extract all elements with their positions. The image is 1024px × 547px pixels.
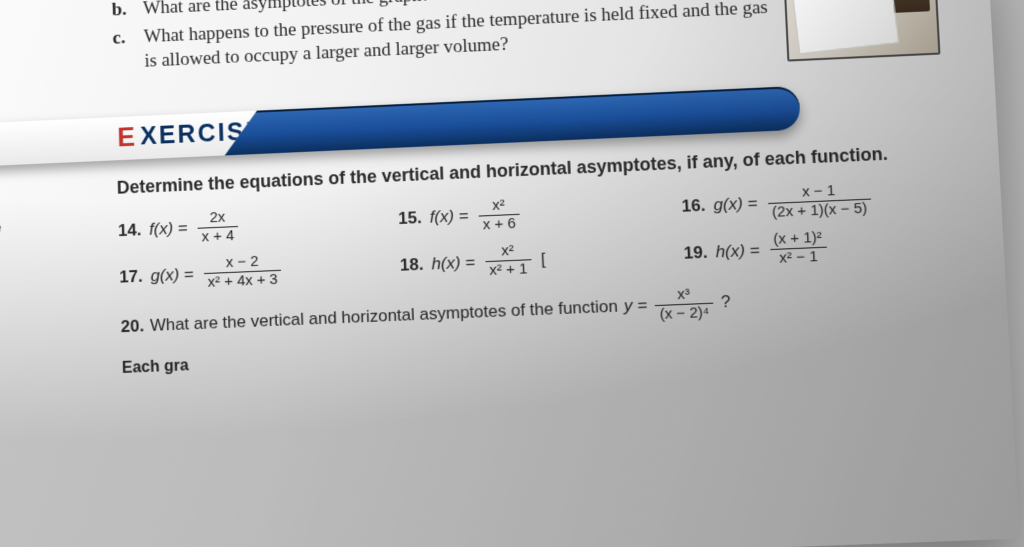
textbook-page: actice b. What are the asymptotes of the… xyxy=(0,0,1020,547)
p15-fn: f(x) xyxy=(429,206,454,226)
p19-fn: h(x) xyxy=(715,240,745,260)
problem-17: 17. g(x) = x − 2x² + 4x + 3 xyxy=(119,248,401,294)
p18-fraction: x²x² + 1 xyxy=(484,242,531,278)
problem-15: 15. f(x) = x²x + 6 xyxy=(398,189,683,236)
problem-16: 16. g(x) = x − 1(2x + 1)(x − 5) xyxy=(681,181,874,224)
exercises-rest: XERCISES xyxy=(140,116,284,151)
marker-b: b. xyxy=(111,0,133,22)
marker-c: c. xyxy=(112,24,135,75)
p17-fraction: x − 2x² + 4x + 3 xyxy=(203,253,282,291)
p20-fraction: x³(x − 2)⁴ xyxy=(654,285,713,322)
p15-num: 15. xyxy=(398,208,422,229)
p19-fraction: (x + 1)²x² − 1 xyxy=(769,229,827,266)
p20-num: 20. xyxy=(120,316,144,337)
p19-num: 19. xyxy=(683,242,708,263)
p16-fraction: x − 1(2x + 1)(x − 5) xyxy=(767,181,872,220)
problem-19: 19. h(x) = (x + 1)²x² − 1 xyxy=(683,229,829,270)
p20-text: What are the vertical and horizontal asy… xyxy=(150,296,619,335)
exercises-heading: E XERCISES xyxy=(0,110,258,166)
p14-num: 14. xyxy=(118,220,142,241)
p14-fraction: 2xx + 4 xyxy=(197,208,238,244)
p17-num: 17. xyxy=(119,266,143,287)
p17-fn: g(x) xyxy=(150,264,179,284)
p16-fn: g(x) xyxy=(713,194,743,214)
problem-18: 18. h(x) = x²x² + 1 [ xyxy=(399,235,684,281)
margin-practice-label: actice xyxy=(0,219,1,236)
p20-eq: y = xyxy=(623,295,647,316)
p18-num: 18. xyxy=(400,254,424,275)
p16-num: 16. xyxy=(681,195,706,216)
gas-experiment-photo xyxy=(783,0,941,61)
problem-14: 14. f(x) = 2xx + 4 xyxy=(118,201,399,247)
p20-qmark: ? xyxy=(721,291,731,311)
p18-extra: [ xyxy=(541,249,547,269)
p18-fn: h(x) xyxy=(431,252,461,272)
p14-fn: f(x) xyxy=(149,218,174,238)
p15-fraction: x²x + 6 xyxy=(478,196,520,232)
exercises-e-glyph: E xyxy=(117,122,138,153)
